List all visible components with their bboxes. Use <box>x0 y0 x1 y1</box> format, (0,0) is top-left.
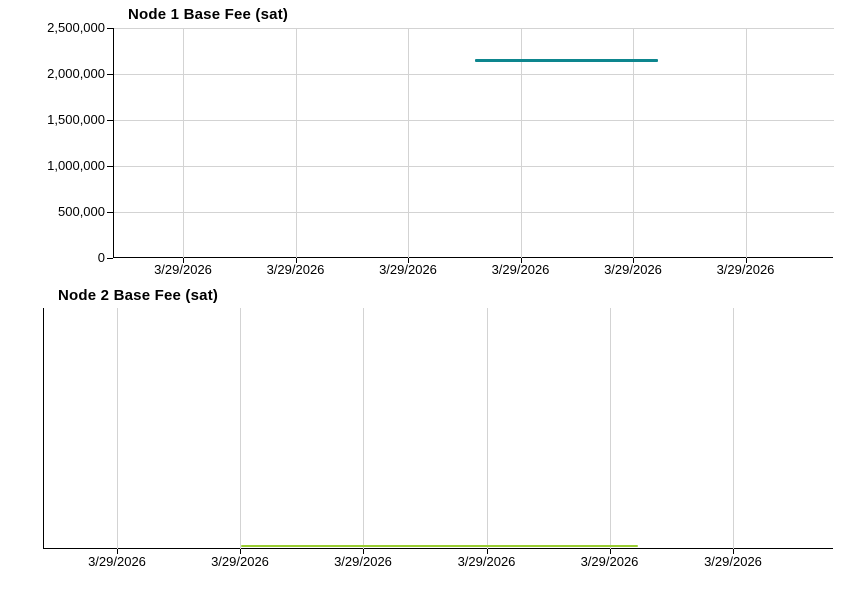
x-axis-tick-label: 3/29/2026 <box>704 554 762 569</box>
x-axis-tick-mark <box>408 258 409 263</box>
x-axis-tick-label: 3/29/2026 <box>580 554 639 569</box>
vertical-gridline <box>295 28 297 258</box>
x-axis-tick-label: 3/29/2026 <box>491 262 550 277</box>
x-axis-tick-mark <box>633 258 634 263</box>
x-axis-tick-label: 3/29/2026 <box>457 554 516 569</box>
y-axis-tick-mark <box>107 120 113 121</box>
y-axis-tick-label: 500,000 <box>58 204 105 219</box>
x-axis-tick-mark <box>117 549 118 554</box>
y-axis-tick-mark <box>107 258 113 259</box>
vertical-gridline <box>633 28 634 258</box>
x-axis-tick-mark <box>240 549 241 554</box>
horizontal-gridline <box>114 74 834 75</box>
y-axis-tick-label: 1,000,000 <box>47 158 105 173</box>
x-axis-tick-mark <box>183 258 184 263</box>
x-axis-tick-mark <box>609 549 611 554</box>
x-axis-tick-label: 3/29/2026 <box>211 554 269 569</box>
x-axis-tick-mark <box>486 549 488 554</box>
x-axis-tick-mark <box>733 549 734 554</box>
x-axis-tick-mark <box>295 258 297 263</box>
y-axis-tick-mark <box>107 74 113 75</box>
vertical-gridline <box>408 28 409 258</box>
series-line-node1-base-fee <box>475 59 658 62</box>
x-axis-tick-label: 3/29/2026 <box>154 262 212 277</box>
vertical-gridline <box>240 308 241 549</box>
x-axis-tick-mark <box>520 258 522 263</box>
vertical-gridline <box>363 308 364 549</box>
x-axis-tick-label: 3/29/2026 <box>88 554 146 569</box>
vertical-gridline <box>733 308 734 549</box>
y-axis-tick-mark <box>107 166 113 167</box>
x-axis-tick-label: 3/29/2026 <box>604 262 662 277</box>
x-axis-tick-label: 3/29/2026 <box>379 262 437 277</box>
horizontal-gridline <box>114 120 834 121</box>
y-axis-tick-label: 0 <box>97 250 105 265</box>
y-axis-tick-label: 1,500,000 <box>47 112 105 127</box>
series-line-node2-base-fee <box>241 545 638 547</box>
horizontal-gridline <box>114 28 834 29</box>
vertical-gridline <box>609 308 611 549</box>
vertical-gridline <box>183 28 184 258</box>
x-axis-tick-mark <box>363 549 364 554</box>
y-axis-tick-label: 2,500,000 <box>47 20 105 35</box>
y-axis-tick-mark <box>107 28 113 29</box>
y-axis-tick-mark <box>107 212 113 213</box>
x-axis-tick-label: 3/29/2026 <box>334 554 392 569</box>
chart-title-node1: Node 1 Base Fee (sat) <box>128 6 289 23</box>
x-axis-tick-label: 3/29/2026 <box>266 262 325 277</box>
vertical-gridline <box>486 308 488 549</box>
plot-area-node1 <box>113 28 834 258</box>
horizontal-gridline <box>114 166 834 167</box>
x-axis-tick-mark <box>745 258 747 263</box>
chart-title-node2: Node 2 Base Fee (sat) <box>58 287 219 304</box>
x-axis-tick-label: 3/29/2026 <box>716 262 775 277</box>
y-axis-tick-label: 2,000,000 <box>47 66 105 81</box>
horizontal-gridline <box>114 212 834 213</box>
vertical-gridline <box>745 28 747 258</box>
plot-area-node2 <box>43 308 833 549</box>
vertical-gridline <box>520 28 522 258</box>
vertical-gridline <box>117 308 118 549</box>
